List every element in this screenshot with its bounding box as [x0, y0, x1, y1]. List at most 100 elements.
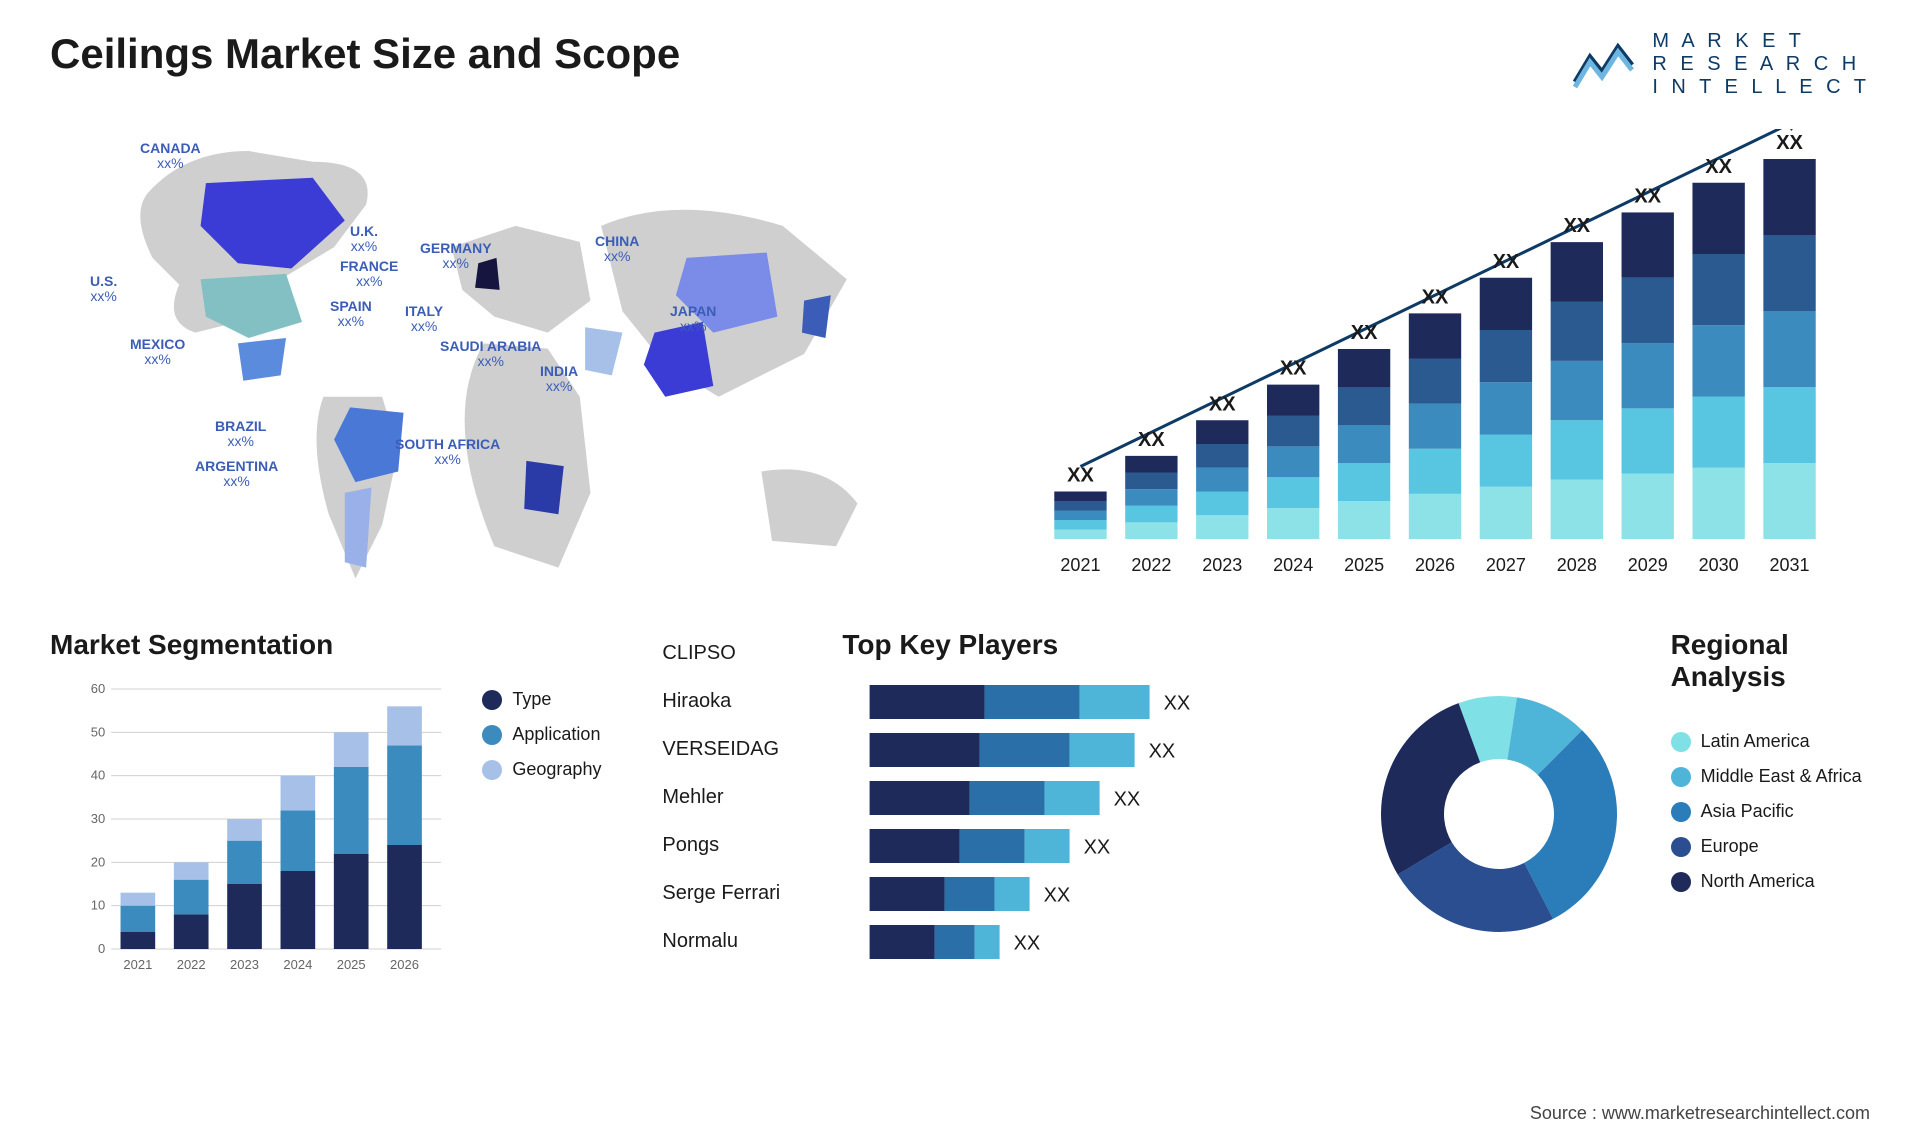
players-title: Top Key Players: [842, 629, 1317, 661]
growth-bar-seg: [1338, 425, 1390, 463]
growth-bar-seg: [1196, 515, 1248, 539]
world-map-panel: CANADAxx%U.S.xx%MEXICOxx%BRAZILxx%ARGENT…: [50, 119, 960, 589]
segmentation-legend: TypeApplicationGeography: [472, 629, 632, 999]
svg-text:XX: XX: [1067, 465, 1094, 487]
page-title: Ceilings Market Size and Scope: [50, 30, 680, 78]
map-label-italy: ITALYxx%: [405, 304, 443, 335]
player-bar-seg: [970, 781, 1045, 815]
map-label-mexico: MEXICOxx%: [130, 337, 185, 368]
growth-bar-seg: [1338, 349, 1390, 387]
growth-bar-seg: [1409, 404, 1461, 449]
map-label-germany: GERMANYxx%: [420, 241, 492, 272]
player-bar-seg: [960, 829, 1025, 863]
growth-bar-seg: [1196, 492, 1248, 516]
regional-legend-item: North America: [1671, 871, 1870, 892]
svg-text:XX: XX: [1634, 185, 1661, 207]
seg-bar-type: [281, 871, 316, 949]
growth-bar-seg: [1622, 278, 1674, 343]
segmentation-title: Market Segmentation: [50, 629, 472, 661]
growth-bar-seg: [1480, 382, 1532, 434]
player-bar-seg: [870, 781, 970, 815]
header: Ceilings Market Size and Scope M A R K E…: [50, 30, 1870, 99]
growth-bar-seg: [1196, 444, 1248, 468]
player-bar-seg: [995, 877, 1030, 911]
seg-bar-geo: [281, 776, 316, 811]
growth-bar-seg: [1338, 387, 1390, 425]
seg-bar-geo: [387, 706, 422, 745]
seg-bar-app: [281, 810, 316, 871]
growth-bar-seg: [1054, 501, 1106, 511]
growth-bar-seg: [1267, 477, 1319, 508]
player-bar-seg: [985, 685, 1080, 719]
growth-bar-seg: [1692, 325, 1744, 396]
svg-text:XX: XX: [1114, 788, 1141, 810]
player-bar-seg: [870, 733, 980, 767]
regional-legend: Latin AmericaMiddle East & AfricaAsia Pa…: [1671, 711, 1870, 892]
svg-text:2028: 2028: [1557, 555, 1597, 575]
growth-bar-seg: [1551, 302, 1603, 361]
growth-bar-seg: [1763, 235, 1815, 311]
regional-legend-item: Europe: [1671, 836, 1870, 857]
segmentation-chart: 0102030405060202120222023202420252026: [50, 679, 472, 979]
svg-text:XX: XX: [1280, 358, 1307, 380]
svg-text:2023: 2023: [230, 957, 259, 972]
seg-bar-geo: [334, 732, 369, 767]
player-bar-seg: [975, 925, 1000, 959]
growth-bar-seg: [1125, 456, 1177, 473]
growth-bar-seg: [1763, 311, 1815, 387]
regional-title: Regional Analysis: [1671, 629, 1870, 693]
logo-icon: [1570, 37, 1640, 92]
regional-donut: [1369, 684, 1629, 944]
top-row: CANADAxx%U.S.xx%MEXICOxx%BRAZILxx%ARGENT…: [50, 119, 1870, 589]
map-japan: [802, 295, 831, 338]
map-argentina: [345, 488, 372, 568]
map-label-japan: JAPANxx%: [670, 304, 716, 335]
growth-bar-seg: [1551, 242, 1603, 301]
growth-bar-seg: [1692, 183, 1744, 254]
svg-text:XX: XX: [1563, 215, 1590, 237]
map-saudi: [585, 327, 622, 375]
growth-bar-seg: [1054, 492, 1106, 502]
growth-bar-seg: [1125, 473, 1177, 490]
growth-bar-seg: [1267, 508, 1319, 539]
regional-legend-item: Asia Pacific: [1671, 801, 1870, 822]
seg-bar-type: [387, 845, 422, 949]
svg-text:XX: XX: [1209, 393, 1236, 415]
growth-bar-seg: [1763, 463, 1815, 539]
map-mexico: [238, 338, 286, 381]
growth-bar-seg: [1267, 416, 1319, 447]
seg-bar-app: [334, 767, 369, 854]
growth-bar-seg: [1125, 506, 1177, 523]
seg-legend-item: Application: [482, 724, 632, 745]
map-label-spain: SPAINxx%: [330, 299, 372, 330]
svg-text:2021: 2021: [1060, 555, 1100, 575]
map-label-france: FRANCExx%: [340, 259, 398, 290]
growth-bar-seg: [1480, 435, 1532, 487]
seg-bar-app: [227, 841, 262, 884]
player-bar-seg: [980, 733, 1070, 767]
svg-text:XX: XX: [1044, 884, 1071, 906]
svg-text:XX: XX: [1014, 932, 1041, 954]
map-label-us: U.S.xx%: [90, 274, 117, 305]
growth-bar-seg: [1409, 449, 1461, 494]
seg-legend-item: Geography: [482, 759, 632, 780]
players-chart: XXXXXXXXXXXX: [842, 679, 1317, 989]
seg-bar-geo: [121, 893, 156, 906]
svg-text:XX: XX: [1164, 692, 1191, 714]
svg-text:2022: 2022: [1131, 555, 1171, 575]
regional-legend-item: Middle East & Africa: [1671, 766, 1870, 787]
svg-text:2029: 2029: [1628, 555, 1668, 575]
svg-text:XX: XX: [1705, 156, 1732, 178]
svg-text:XX: XX: [1138, 429, 1165, 451]
growth-chart-panel: XX2021XX2022XX2023XX2024XX2025XX2026XX20…: [1000, 119, 1870, 589]
map-label-brazil: BRAZILxx%: [215, 419, 266, 450]
svg-text:2031: 2031: [1770, 555, 1810, 575]
player-bar-seg: [870, 685, 985, 719]
growth-bar-seg: [1054, 530, 1106, 540]
seg-bar-app: [174, 880, 209, 915]
footer-source: Source : www.marketresearchintellect.com: [1530, 1103, 1870, 1124]
map-label-southafrica: SOUTH AFRICAxx%: [395, 437, 500, 468]
growth-bar-seg: [1551, 361, 1603, 420]
player-name: CLIPSO: [662, 629, 842, 677]
svg-text:2023: 2023: [1202, 555, 1242, 575]
